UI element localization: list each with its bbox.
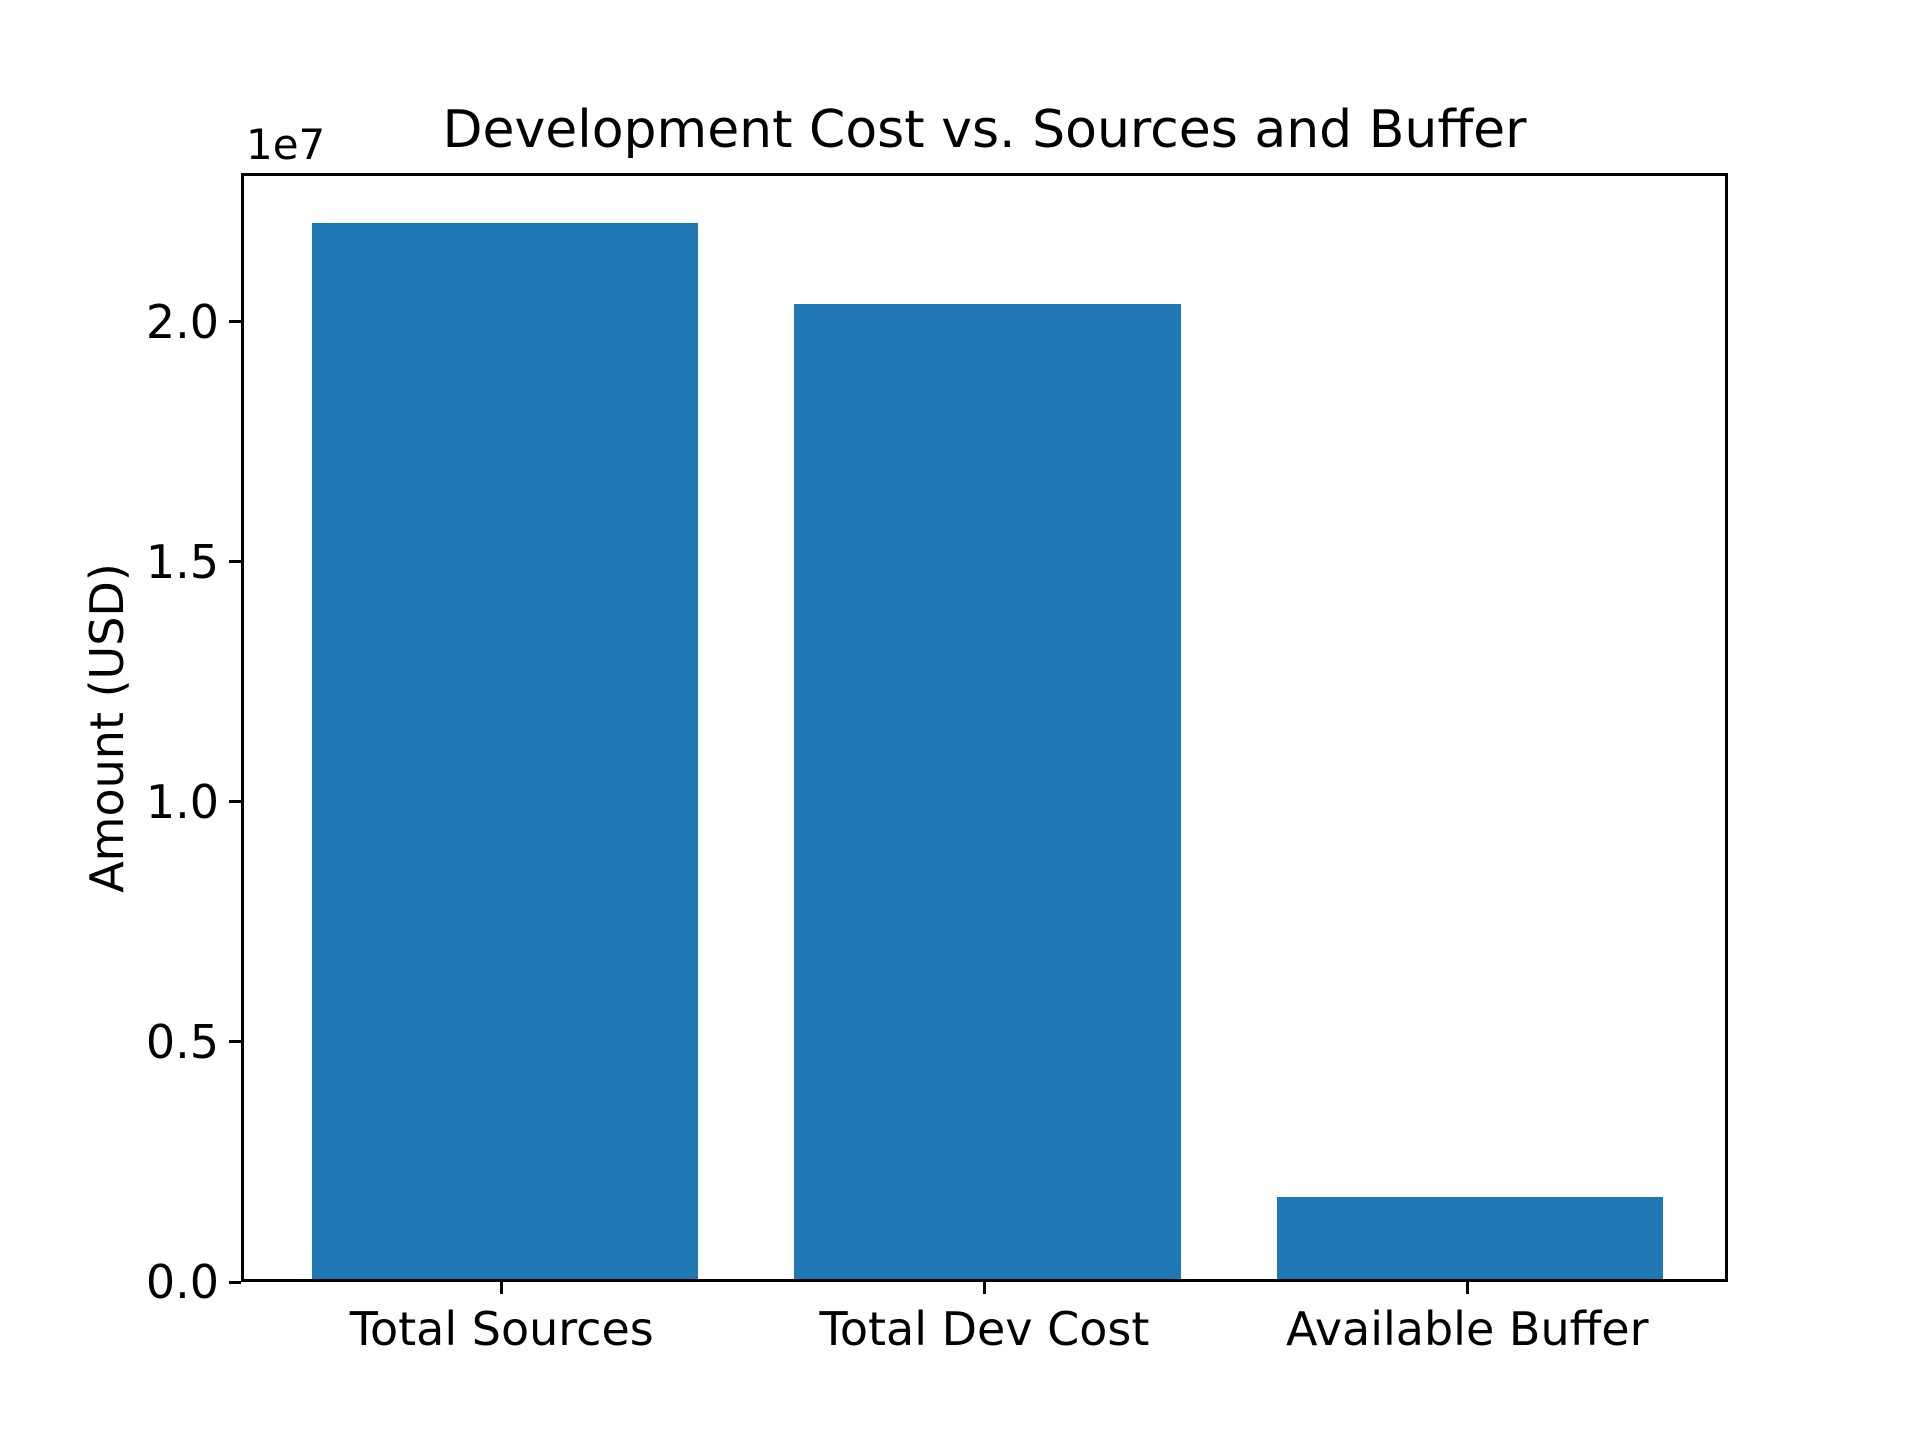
y-tick-mark	[229, 320, 241, 324]
x-tick-label-available-buffer: Available Buffer	[1286, 1302, 1649, 1356]
chart-title: Development Cost vs. Sources and Buffer	[442, 100, 1527, 160]
x-tick-label-total-dev-cost: Total Dev Cost	[819, 1302, 1150, 1356]
x-tick-mark	[1465, 1282, 1469, 1294]
y-tick-label-0-0: 0.0	[145, 1255, 219, 1309]
y-tick-label-0-5: 0.5	[145, 1014, 219, 1069]
y-tick-mark	[229, 800, 241, 804]
x-tick-label-total-sources: Total Sources	[349, 1302, 654, 1356]
plot-area	[241, 173, 1728, 1282]
bar-total-dev-cost	[794, 304, 1181, 1279]
y-tick-mark	[229, 1040, 241, 1044]
x-tick-mark	[983, 1282, 986, 1294]
bar-available-buffer	[1277, 1197, 1664, 1279]
bar-total-sources	[311, 222, 698, 1279]
y-tick-label-1-0: 1.0	[145, 774, 219, 829]
y-tick-mark	[229, 560, 241, 564]
x-tick-mark	[500, 1282, 504, 1294]
y-axis-label: Amount (USD)	[80, 562, 134, 893]
y-tick-mark	[229, 1280, 241, 1284]
y-tick-label-2-0: 2.0	[145, 294, 219, 349]
y-axis-offset-label: 1e7	[246, 120, 326, 169]
y-tick-label-1-5: 1.5	[145, 534, 219, 589]
